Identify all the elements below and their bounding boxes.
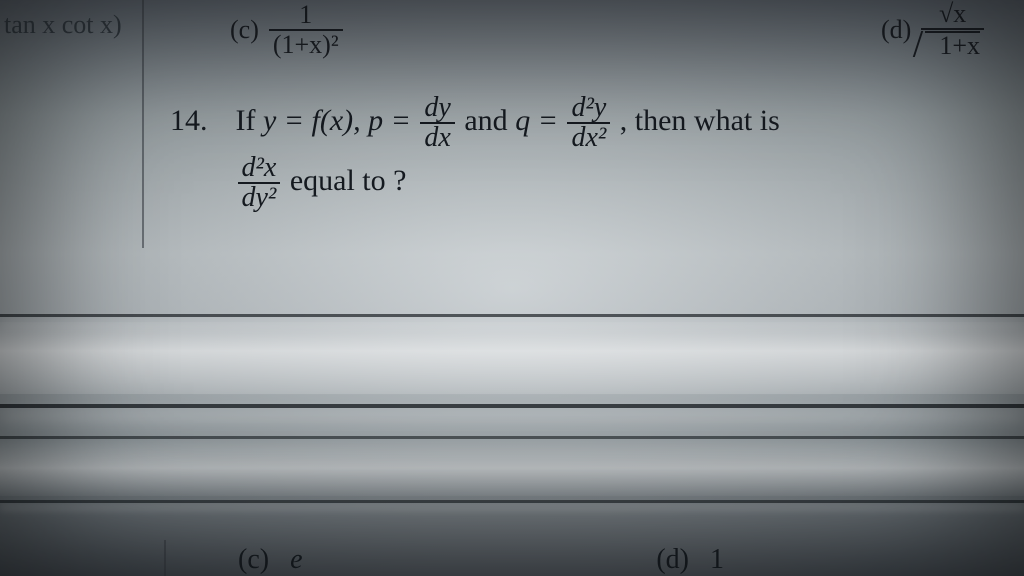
option-c-value: e <box>290 544 302 575</box>
option-c-fraction: 1 (1+x)² <box>269 1 343 59</box>
option-c-prev: (c) 1 (1+x)² <box>230 0 343 60</box>
sqrt-icon: 1+x <box>925 31 980 59</box>
option-d-label: (d) <box>881 15 911 45</box>
question-number: 14. <box>170 92 228 149</box>
bottom-options: (c) e (d) 1 <box>238 544 724 576</box>
option-d-num: √x <box>935 0 970 28</box>
p-num: dy <box>420 94 454 122</box>
prev-question-options: (c) 1 (1+x)² (d) √x 1+x <box>230 0 984 60</box>
q14-qeq: q = <box>515 104 565 137</box>
target-den: dy² <box>238 184 281 212</box>
option-d-label: (d) <box>656 544 689 575</box>
glare-band <box>0 322 1024 394</box>
horizontal-rule <box>0 404 1024 408</box>
column-divider <box>142 0 144 248</box>
glare-band <box>0 440 1024 496</box>
option-d-prev: (d) √x 1+x <box>881 0 984 60</box>
horizontal-rule <box>0 500 1024 503</box>
left-fragment: tan x cot x) <box>4 10 122 39</box>
option-c-num: 1 <box>295 1 316 29</box>
q-den: dx² <box>567 124 610 152</box>
q14-tail: equal to ? <box>290 164 407 197</box>
q14-text-and: and <box>464 104 515 137</box>
q14-text-if: If <box>236 104 263 137</box>
q14-text-then: , then what is <box>620 104 780 137</box>
p-fraction: dy dx <box>420 94 454 152</box>
question-14: 14. If y = f(x), p = dy dx and q = d²y d… <box>170 92 998 212</box>
column-divider <box>164 540 166 576</box>
p-den: dx <box>420 124 454 152</box>
page-surface: tan x cot x) (c) 1 (1+x)² (d) √x 1+x 14.… <box>0 0 1024 576</box>
option-d-value: 1 <box>710 544 724 575</box>
q-fraction: d²y dx² <box>567 94 610 152</box>
target-num: d²x <box>238 154 281 182</box>
option-c-label: (c) <box>230 15 259 45</box>
option-d-den: 1+x <box>921 30 984 60</box>
horizontal-rule <box>0 436 1024 439</box>
left-fragment-text: tan x cot x) <box>4 10 122 40</box>
option-c-den: (1+x)² <box>269 31 343 59</box>
vignette-overlay <box>0 0 1024 576</box>
option-d-fraction: √x 1+x <box>921 0 984 60</box>
horizontal-rule <box>0 314 1024 317</box>
option-c-label: (c) <box>238 544 269 575</box>
target-fraction: d²x dy² <box>238 154 281 212</box>
q14-yeq: y = f(x), p = <box>263 104 418 137</box>
option-d-den-inner: 1+x <box>939 31 980 60</box>
option-d-bottom: (d) 1 <box>656 544 724 576</box>
q-num: d²y <box>567 94 610 122</box>
option-c-bottom: (c) e <box>238 544 303 576</box>
